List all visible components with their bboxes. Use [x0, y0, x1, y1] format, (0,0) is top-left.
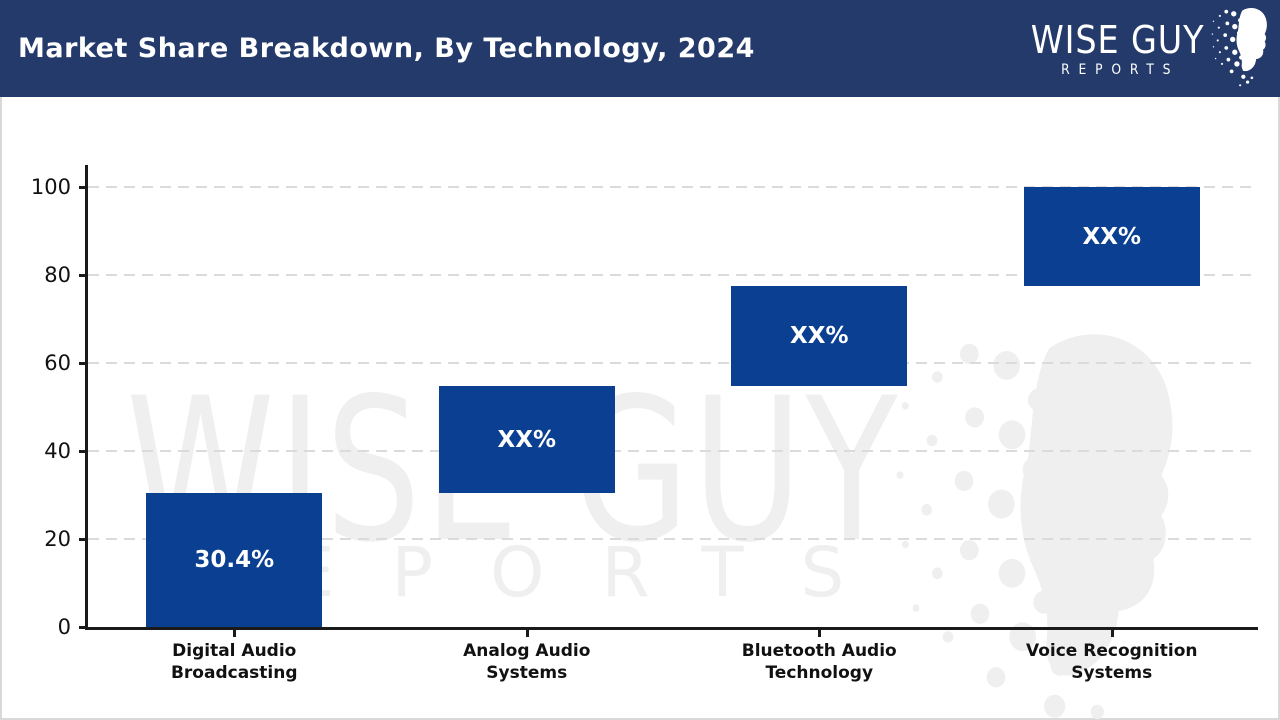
page-title: Market Share Breakdown, By Technology, 2… [18, 33, 755, 64]
y-tick-20 [79, 538, 88, 541]
chart-bar: XX% [438, 386, 615, 494]
bar-value-label: XX% [789, 323, 849, 350]
y-tick-label-20: 20 [44, 527, 71, 551]
logo-text: WISE GUY REPORTS [1030, 20, 1204, 78]
y-tick-label-0: 0 [57, 615, 71, 639]
wiseguy-face-icon [1206, 6, 1270, 92]
bar-value-label: 30.4% [194, 547, 275, 574]
bar-value-label: XX% [1082, 223, 1141, 250]
x-axis [85, 627, 1258, 630]
header-bar: Market Share Breakdown, By Technology, 2… [0, 0, 1280, 97]
gridline-60 [88, 362, 1258, 364]
gridline-100 [88, 186, 1258, 188]
y-tick-label-80: 80 [44, 263, 71, 287]
category-label: Bluetooth Audio Technology [741, 641, 897, 684]
logo-wordmark: WISE GUY [1030, 18, 1204, 62]
y-tick-80 [79, 274, 88, 277]
y-axis [85, 165, 88, 630]
x-tick [525, 629, 529, 637]
bar-value-label: XX% [497, 426, 556, 453]
logo-subtitle: REPORTS [1060, 62, 1179, 78]
y-tick-label-100: 100 [30, 175, 71, 199]
y-tick-0 [79, 626, 88, 629]
y-tick-label-60: 60 [44, 351, 71, 375]
y-tick-100 [79, 186, 88, 189]
x-tick [818, 629, 822, 637]
category-label: Digital Audio Broadcasting [170, 641, 298, 684]
gridline-20 [88, 538, 1258, 540]
gridline-80 [88, 274, 1258, 276]
chart-bar: XX% [1023, 187, 1200, 286]
x-tick [233, 629, 237, 637]
chart-area: WISE GUY REPORTS 0 20 40 60 80 100 30.4% XX% XX%… [0, 97, 1280, 720]
category-label: Analog Audio Systems [463, 641, 591, 684]
x-tick [1110, 629, 1114, 637]
y-tick-40 [79, 450, 88, 453]
chart-bar: XX% [731, 286, 908, 387]
y-tick-60 [79, 362, 88, 365]
wiseguy-logo: WISE GUY REPORTS [1007, 4, 1270, 94]
chart-bar: 30.4% [146, 493, 323, 627]
category-label: Voice Recognition Systems [1026, 641, 1198, 684]
y-tick-label-40: 40 [44, 439, 71, 463]
gridline-40 [88, 450, 1258, 452]
